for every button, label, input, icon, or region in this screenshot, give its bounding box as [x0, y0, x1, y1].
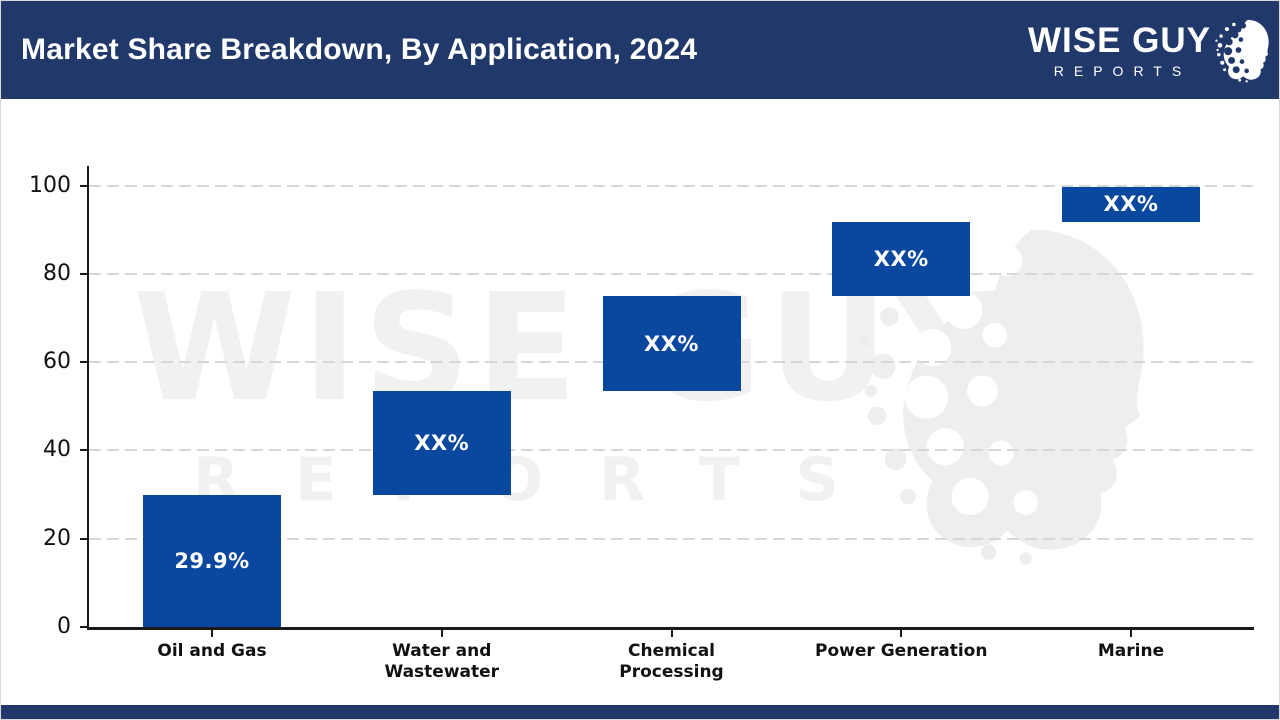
- brand-name: WISE GUY: [1027, 20, 1211, 60]
- page-title: Market Share Breakdown, By Application, …: [21, 33, 698, 66]
- bar: XX%: [372, 391, 511, 495]
- brand-logo-text: WISE GUY REPORTS: [1027, 20, 1211, 79]
- bar-value-label: XX%: [644, 331, 699, 356]
- gridline: [89, 449, 1254, 452]
- x-tick-mark: [900, 627, 903, 637]
- bar: XX%: [832, 221, 971, 296]
- y-tick-mark: [80, 537, 89, 540]
- y-tick-label: 20: [43, 525, 71, 551]
- brand-logo: WISE GUY REPORTS: [1028, 6, 1271, 94]
- gridline: [89, 184, 1254, 187]
- y-tick-label: 100: [29, 172, 71, 198]
- category-label: Power Generation: [815, 641, 988, 661]
- y-tick-label: 80: [43, 260, 71, 286]
- y-tick-mark: [80, 361, 89, 364]
- category-label: Oil and Gas: [157, 641, 267, 661]
- bar-value-label: XX%: [1103, 192, 1159, 217]
- y-tick-label: 0: [57, 614, 71, 639]
- y-axis-line: [87, 166, 89, 630]
- bar-value-label: 29.9%: [174, 548, 250, 573]
- category-label: Chemical Processing: [619, 641, 724, 682]
- y-tick-label: 40: [43, 437, 71, 463]
- watermark-subtext: REPORTS: [193, 445, 895, 515]
- y-tick-label: 60: [43, 349, 71, 375]
- brand-face-icon: [1215, 19, 1269, 83]
- y-tick-mark: [80, 184, 89, 187]
- x-tick-mark: [670, 627, 673, 637]
- x-tick-mark: [1130, 627, 1132, 637]
- x-tick-mark: [440, 627, 443, 637]
- bar: 29.9%: [143, 494, 281, 627]
- bar: XX%: [1062, 187, 1200, 222]
- x-tick-mark: [211, 627, 213, 637]
- watermark-text: WISE GUY: [133, 262, 1008, 434]
- category-label: Marine: [1097, 641, 1165, 661]
- bar: XX%: [602, 295, 741, 392]
- y-tick-mark: [80, 449, 89, 452]
- bar-value-label: XX%: [873, 246, 929, 271]
- category-label: Water and Wastewater: [384, 641, 500, 682]
- y-tick-mark: [80, 626, 89, 628]
- bar-value-label: XX%: [414, 431, 470, 456]
- brand-subtitle: REPORTS: [1053, 62, 1192, 79]
- gridline: [89, 537, 1254, 540]
- header-bar: Market Share Breakdown, By Application, …: [1, 1, 1279, 99]
- gridline: [89, 272, 1254, 275]
- footer-bar: [1, 705, 1279, 719]
- y-tick-mark: [80, 272, 89, 275]
